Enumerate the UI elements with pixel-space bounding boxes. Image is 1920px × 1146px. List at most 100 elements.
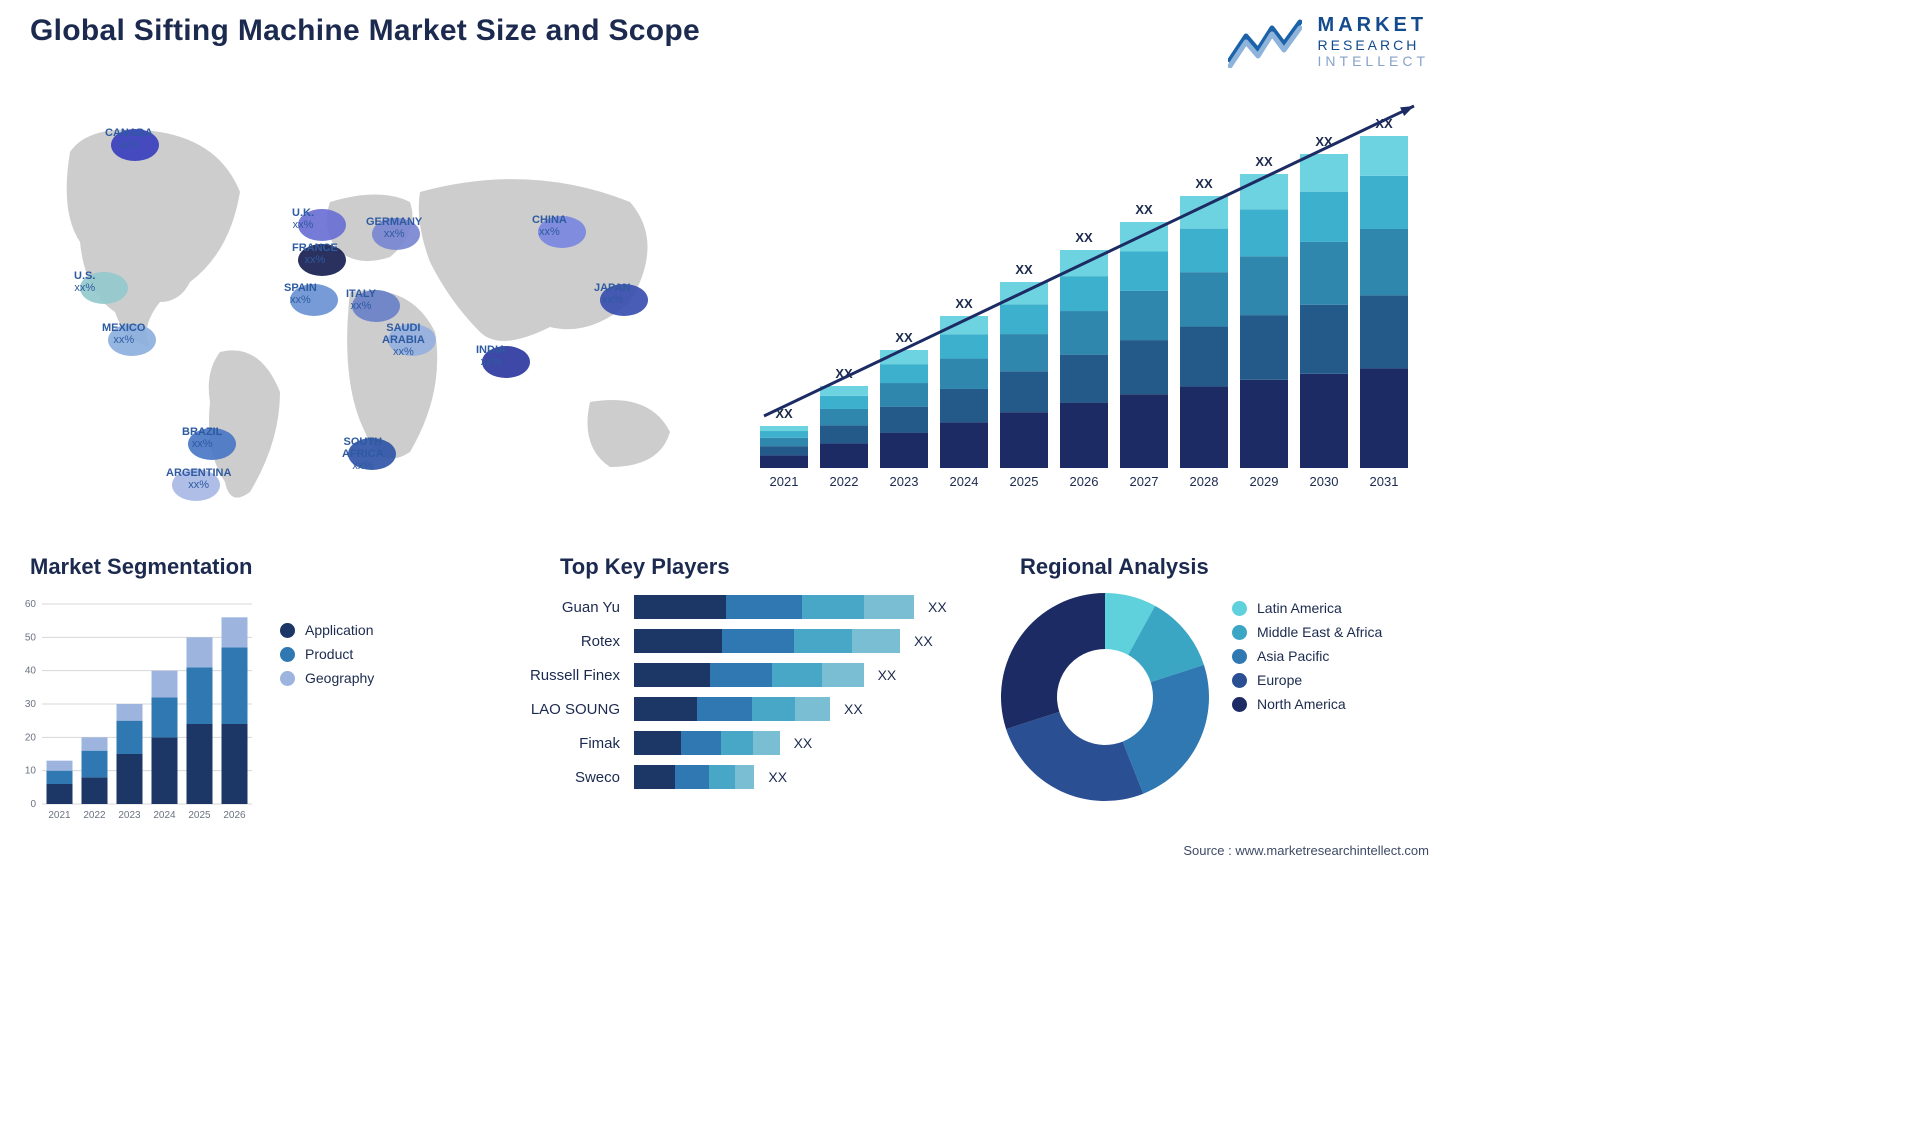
svg-text:2023: 2023 xyxy=(118,810,141,821)
player-value: XX xyxy=(794,735,813,751)
brand-logo: MARKET RESEARCH INTELLECT xyxy=(1228,14,1429,69)
svg-text:40: 40 xyxy=(25,666,37,677)
regional-title: Regional Analysis xyxy=(1020,554,1209,580)
player-bar-seg xyxy=(795,697,830,721)
player-bar-seg xyxy=(634,697,697,721)
players-title: Top Key Players xyxy=(560,554,730,580)
svg-text:60: 60 xyxy=(25,599,37,610)
legend-item: Latin America xyxy=(1232,600,1432,616)
map-label: U.K.xx% xyxy=(292,207,314,231)
svg-text:XX: XX xyxy=(955,296,973,311)
player-bar-seg xyxy=(634,663,710,687)
svg-text:2024: 2024 xyxy=(950,474,979,489)
player-bar-seg xyxy=(794,629,853,653)
map-label: JAPANxx% xyxy=(594,282,630,306)
svg-text:2022: 2022 xyxy=(83,810,106,821)
player-bar-seg xyxy=(675,765,709,789)
player-value: XX xyxy=(844,701,863,717)
source-url: www.marketresearchintellect.com xyxy=(1235,843,1429,858)
player-name: Sweco xyxy=(480,769,620,786)
legend-swatch-icon xyxy=(1232,601,1247,616)
map-label: GERMANYxx% xyxy=(366,216,422,240)
source-label: Source : xyxy=(1183,843,1231,858)
growth-chart-svg: XX2021XX2022XX2023XX2024XX2025XX2026XX20… xyxy=(740,100,1420,500)
legend-label: Middle East & Africa xyxy=(1257,624,1382,640)
svg-text:50: 50 xyxy=(25,632,37,643)
legend-label: Geography xyxy=(305,670,374,686)
player-bar-seg xyxy=(634,595,726,619)
legend-swatch-icon xyxy=(280,647,295,662)
segmentation-legend: Application Product Geography xyxy=(280,614,450,694)
player-bar xyxy=(634,731,780,755)
player-bar-seg xyxy=(721,731,753,755)
svg-text:2025: 2025 xyxy=(188,810,211,821)
map-label: BRAZILxx% xyxy=(182,426,222,450)
player-bar xyxy=(634,697,830,721)
player-name: Fimak xyxy=(480,735,620,752)
player-bar-seg xyxy=(634,765,675,789)
svg-text:2023: 2023 xyxy=(890,474,919,489)
legend-swatch-icon xyxy=(1232,649,1247,664)
svg-text:XX: XX xyxy=(1015,262,1033,277)
svg-text:30: 30 xyxy=(25,699,37,710)
player-row: Fimak XX xyxy=(480,726,980,760)
player-name: LAO SOUNG xyxy=(480,701,620,718)
player-bar-seg xyxy=(802,595,864,619)
svg-text:10: 10 xyxy=(25,766,37,777)
map-label: MEXICOxx% xyxy=(102,322,145,346)
svg-text:20: 20 xyxy=(25,732,37,743)
player-name: Guan Yu xyxy=(480,599,620,616)
legend-item: Asia Pacific xyxy=(1232,648,1432,664)
player-bar xyxy=(634,663,864,687)
brand-line2: RESEARCH xyxy=(1318,37,1429,53)
player-row: LAO SOUNG XX xyxy=(480,692,980,726)
svg-text:2021: 2021 xyxy=(48,810,71,821)
player-bar-seg xyxy=(726,595,802,619)
brand-line1: MARKET xyxy=(1318,14,1429,37)
player-value: XX xyxy=(928,599,947,615)
player-bar-seg xyxy=(681,731,722,755)
legend-item: Product xyxy=(280,646,450,662)
svg-text:2025: 2025 xyxy=(1010,474,1039,489)
legend-label: North America xyxy=(1257,696,1346,712)
player-bar-seg xyxy=(752,697,795,721)
svg-text:2024: 2024 xyxy=(153,810,176,821)
segmentation-chart: 0 10 20 30 40 50 60 2021 2022 2023 2024 2025 2026 xyxy=(12,586,262,830)
map-label: U.S.xx% xyxy=(74,270,95,294)
legend-item: Middle East & Africa xyxy=(1232,624,1432,640)
segmentation-chart-svg: 0 10 20 30 40 50 60 2021 2022 2023 2024 2025 2026 xyxy=(12,586,262,830)
legend-swatch-icon xyxy=(1232,625,1247,640)
svg-text:2028: 2028 xyxy=(1190,474,1219,489)
player-value: XX xyxy=(914,633,933,649)
regional-legend: Latin America Middle East & Africa Asia Pa… xyxy=(1232,592,1432,720)
svg-text:XX: XX xyxy=(1195,176,1213,191)
legend-label: Product xyxy=(305,646,353,662)
player-bar-seg xyxy=(735,765,754,789)
player-bar-seg xyxy=(722,629,794,653)
player-row: Guan Yu XX xyxy=(480,590,980,624)
legend-swatch-icon xyxy=(280,623,295,638)
legend-item: Geography xyxy=(280,670,450,686)
svg-text:2031: 2031 xyxy=(1370,474,1399,489)
legend-label: Application xyxy=(305,622,374,638)
svg-text:XX: XX xyxy=(1135,202,1153,217)
player-row: Sweco XX xyxy=(480,760,980,794)
regional-donut-svg xyxy=(990,582,1220,812)
map-label: SPAINxx% xyxy=(284,282,317,306)
svg-text:0: 0 xyxy=(30,799,36,810)
map-label: SAUDIARABIAxx% xyxy=(382,322,425,358)
player-bar-seg xyxy=(822,663,863,687)
legend-label: Europe xyxy=(1257,672,1302,688)
map-label: SOUTHAFRICAxx% xyxy=(342,436,384,472)
map-label: CANADAxx% xyxy=(105,127,153,151)
regional-donut xyxy=(990,582,1220,812)
map-label: CHINAxx% xyxy=(532,214,567,238)
legend-item: Application xyxy=(280,622,450,638)
svg-text:2026: 2026 xyxy=(223,810,246,821)
map-label: INDIAxx% xyxy=(476,344,506,368)
player-value: XX xyxy=(768,769,787,785)
players-chart: Guan YuXXRotexXXRussell FinexXXLAO SOUNG… xyxy=(480,590,980,840)
player-row: Russell FinexXX xyxy=(480,658,980,692)
map-label: ITALYxx% xyxy=(346,288,376,312)
svg-text:2029: 2029 xyxy=(1250,474,1279,489)
